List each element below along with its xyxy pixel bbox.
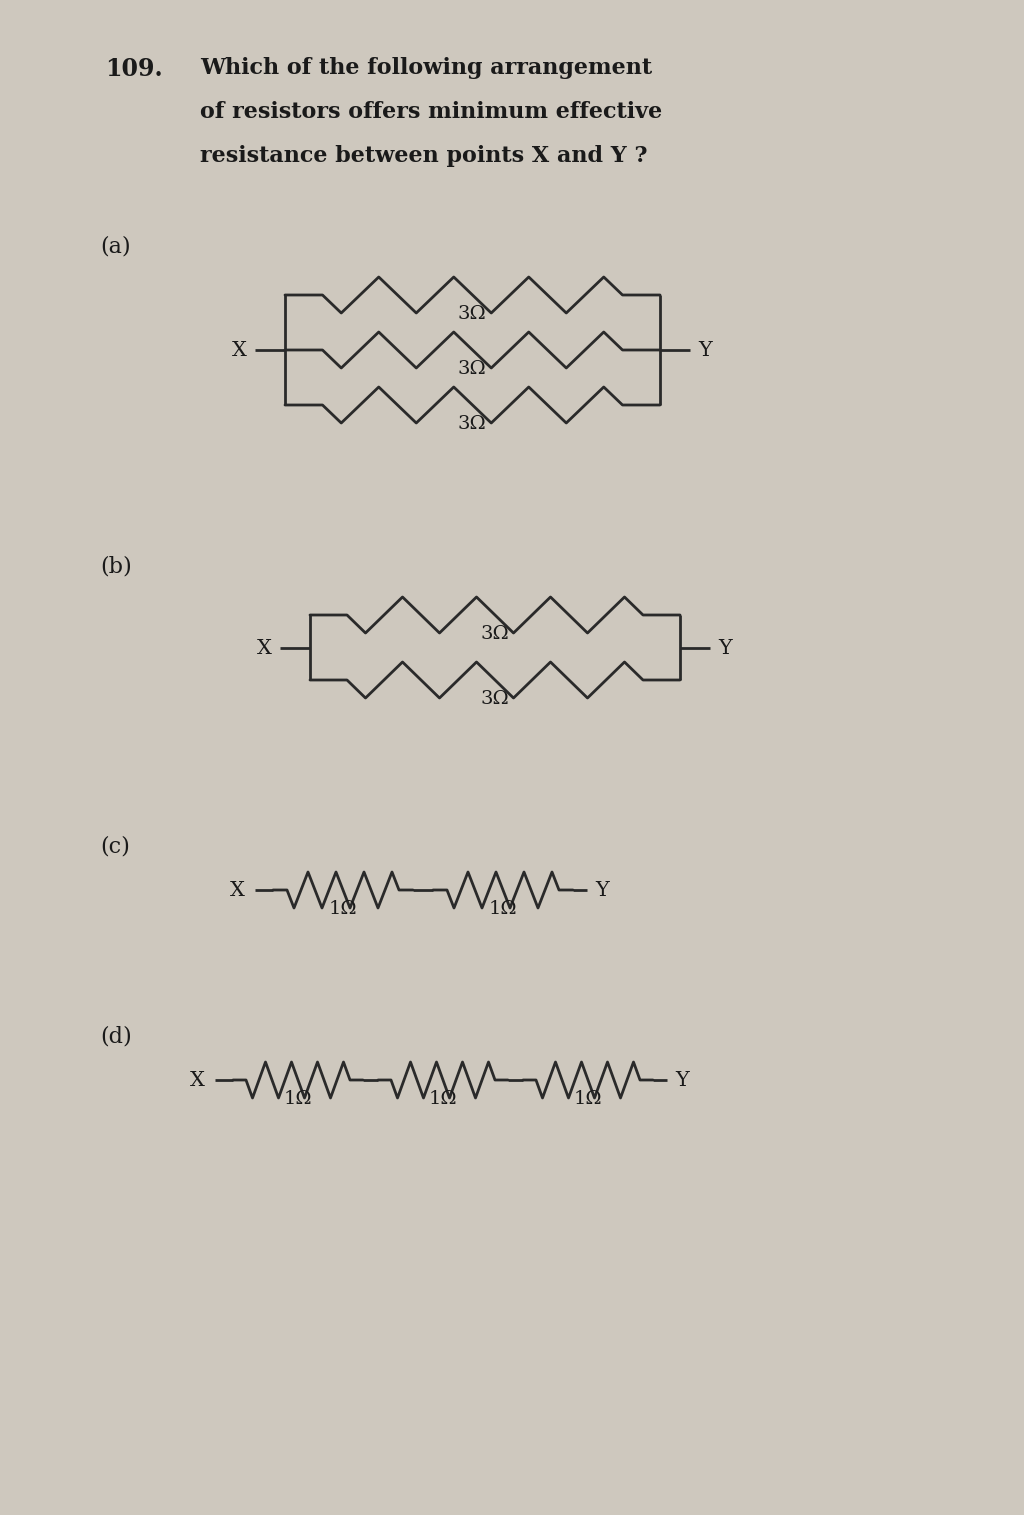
Text: Which of the following arrangement: Which of the following arrangement bbox=[200, 58, 652, 79]
Text: 3Ω: 3Ω bbox=[458, 415, 486, 433]
Text: 1Ω: 1Ω bbox=[284, 1089, 312, 1107]
Text: (c): (c) bbox=[100, 835, 130, 857]
Text: 3Ω: 3Ω bbox=[480, 689, 509, 708]
Text: 1Ω: 1Ω bbox=[429, 1089, 458, 1107]
Text: 109.: 109. bbox=[105, 58, 163, 80]
Text: X: X bbox=[230, 880, 245, 900]
Text: Y: Y bbox=[595, 880, 608, 900]
Text: Y: Y bbox=[675, 1071, 689, 1089]
Text: X: X bbox=[190, 1071, 205, 1089]
Text: 1Ω: 1Ω bbox=[329, 900, 357, 918]
Text: Y: Y bbox=[698, 341, 712, 359]
Text: (b): (b) bbox=[100, 554, 132, 577]
Text: 3Ω: 3Ω bbox=[458, 361, 486, 379]
Text: of resistors offers minimum effective: of resistors offers minimum effective bbox=[200, 102, 663, 123]
Text: X: X bbox=[257, 638, 272, 658]
Text: 1Ω: 1Ω bbox=[573, 1089, 602, 1107]
Text: (d): (d) bbox=[100, 1026, 132, 1047]
Text: resistance between points X and Y ?: resistance between points X and Y ? bbox=[200, 145, 647, 167]
Text: X: X bbox=[232, 341, 247, 359]
Text: 3Ω: 3Ω bbox=[458, 305, 486, 323]
Text: Y: Y bbox=[718, 638, 732, 658]
Text: 3Ω: 3Ω bbox=[480, 626, 509, 642]
Text: 1Ω: 1Ω bbox=[488, 900, 517, 918]
Text: (a): (a) bbox=[100, 235, 131, 258]
